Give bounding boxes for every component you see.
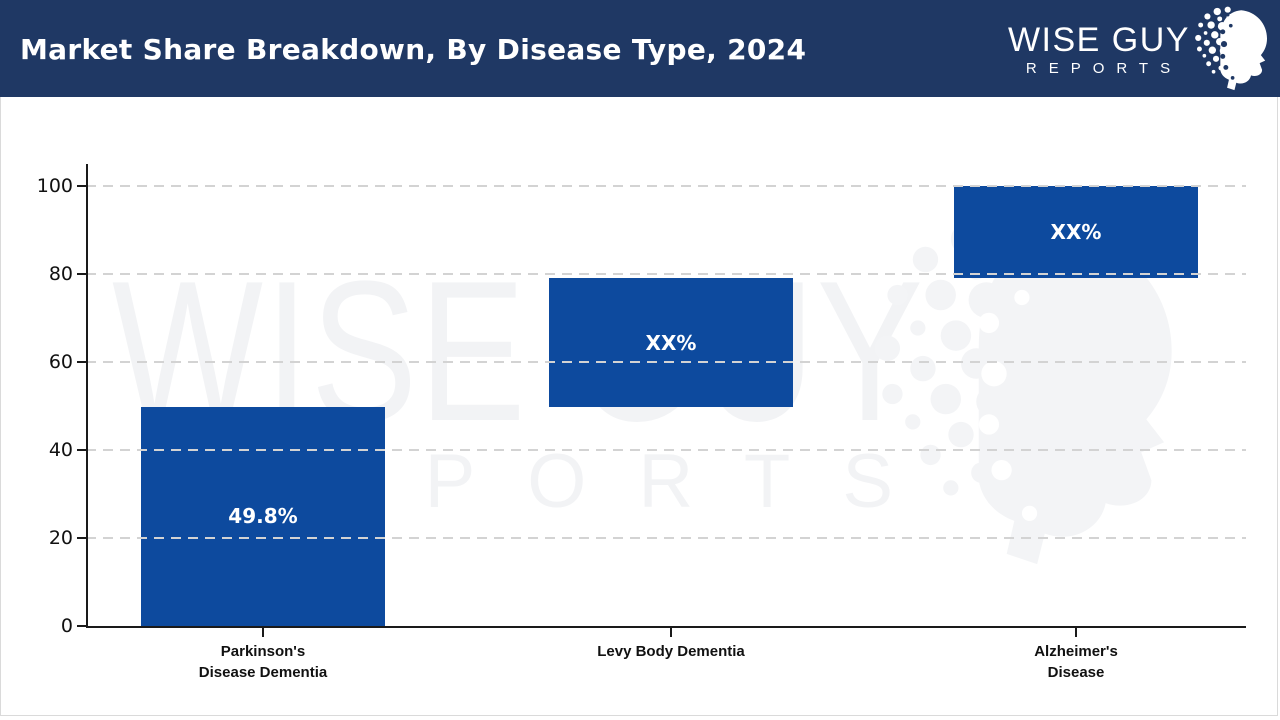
y-tick-label: 20 [48, 527, 73, 549]
gridline [86, 449, 1246, 451]
chart-bar [549, 278, 793, 407]
category-label: Parkinson's Disease Dementia [93, 641, 433, 683]
y-tick-mark [77, 185, 86, 187]
bar-value-label: XX% [645, 330, 697, 355]
gridline [86, 537, 1246, 539]
category-label-line: Disease Dementia [198, 664, 328, 681]
y-tick-mark [77, 449, 86, 451]
y-tick-label: 40 [48, 439, 73, 461]
gridline [86, 361, 1246, 363]
gridline [86, 273, 1246, 275]
wiseguy-logo: WISE GUY REPORTS [1008, 5, 1272, 93]
gridline [86, 185, 1246, 187]
y-axis-line [86, 164, 88, 628]
page-title: Market Share Breakdown, By Disease Type,… [20, 33, 807, 66]
bar-value-label: 49.8% [228, 504, 298, 529]
category-label-line: Disease [1047, 664, 1105, 681]
x-tick-mark [1075, 628, 1077, 637]
y-tick-label: 0 [60, 615, 73, 637]
y-tick-label: 100 [36, 175, 73, 197]
y-tick-label: 80 [48, 263, 73, 285]
y-tick-mark [77, 361, 86, 363]
x-tick-mark [262, 628, 264, 637]
category-label-line: Alzheimer's [1034, 643, 1118, 660]
logo-subtext: REPORTS [1025, 59, 1183, 77]
y-tick-mark [77, 537, 86, 539]
chart-bar [954, 186, 1198, 279]
bar-value-label: XX% [1050, 220, 1102, 245]
y-tick-label: 60 [48, 351, 73, 373]
x-tick-mark [670, 628, 672, 637]
y-tick-mark [77, 625, 86, 627]
chart-frame [0, 97, 1278, 716]
logo-wordmark: WISE GUY [1007, 20, 1190, 59]
chart-bar [141, 406, 385, 626]
category-label-line: Parkinson's [220, 643, 306, 660]
logo-text: WISE GUY REPORTS [1008, 22, 1190, 77]
category-label-line: Levy Body Dementia [597, 643, 745, 660]
x-axis-line [86, 626, 1246, 628]
category-label: Levy Body Dementia [501, 641, 841, 662]
header-bar: Market Share Breakdown, By Disease Type,… [0, 0, 1280, 97]
logo-face-icon [1192, 6, 1272, 92]
category-label: Alzheimer's Disease [906, 641, 1246, 683]
y-tick-mark [77, 273, 86, 275]
